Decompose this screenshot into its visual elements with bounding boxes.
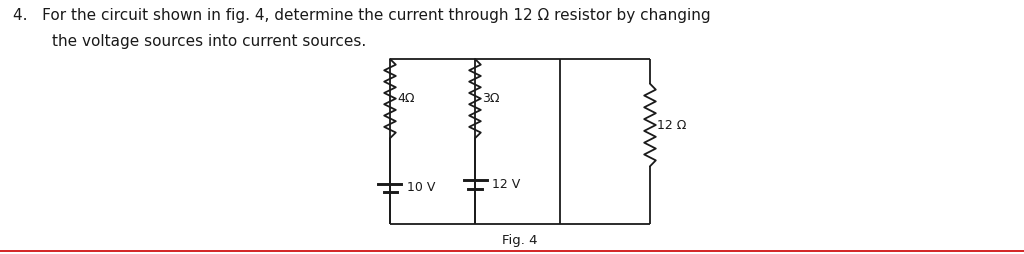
Text: Fig. 4: Fig. 4	[502, 234, 538, 247]
Text: 3Ω: 3Ω	[482, 92, 500, 105]
Text: 12 Ω: 12 Ω	[657, 119, 686, 132]
Text: 10 V: 10 V	[408, 181, 436, 194]
Text: 4Ω: 4Ω	[397, 92, 415, 105]
Text: 4.   For the circuit shown in fig. 4, determine the current through 12 Ω resisto: 4. For the circuit shown in fig. 4, dete…	[13, 8, 711, 23]
Text: the voltage sources into current sources.: the voltage sources into current sources…	[52, 34, 367, 49]
Text: 12 V: 12 V	[493, 178, 521, 191]
